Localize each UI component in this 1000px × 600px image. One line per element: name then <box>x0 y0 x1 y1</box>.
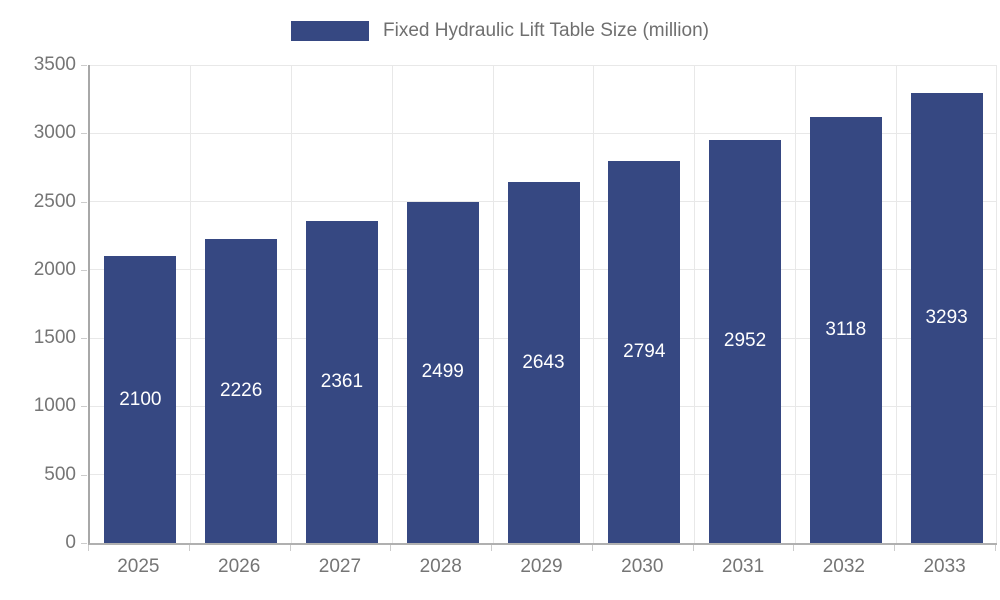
y-axis-tick-label: 2500 <box>33 190 76 212</box>
y-axis-tick-label: 1000 <box>33 395 76 417</box>
x-axis-tick <box>692 545 694 551</box>
x-axis-tick <box>995 545 996 551</box>
x-axis-tick-label: 2031 <box>721 556 765 577</box>
x-axis-tick <box>491 545 493 551</box>
y-axis-tick <box>81 65 87 66</box>
y-axis-tick-label: 3500 <box>33 54 76 75</box>
x-axis-tick-label: 2027 <box>318 556 362 577</box>
y-axis-tick <box>81 338 87 340</box>
bar-value-label: 3293 <box>925 307 968 329</box>
bar[interactable]: 2643 <box>507 182 580 543</box>
y-axis-tick-label: 1500 <box>33 327 76 349</box>
x-axis-tick <box>390 545 392 551</box>
gridline-horizontal <box>90 132 997 134</box>
gridline-vertical <box>492 65 494 543</box>
gridline-vertical <box>391 65 393 543</box>
y-axis-tick-label: 0 <box>65 532 76 553</box>
gridline-vertical <box>291 65 293 543</box>
y-axis-tick <box>81 269 87 271</box>
gridline-vertical <box>593 65 595 543</box>
bar-value-label: 3118 <box>825 319 867 341</box>
legend-swatch-icon <box>291 21 370 41</box>
y-axis-tick-label: 3000 <box>33 122 76 144</box>
bar-value-label: 2643 <box>522 351 565 373</box>
x-axis-tick <box>894 545 896 551</box>
bar[interactable]: 3118 <box>809 117 882 543</box>
gridline-vertical <box>996 65 997 543</box>
x-axis-tick <box>289 545 291 551</box>
y-axis-tick-label: 2000 <box>33 258 76 280</box>
bar-value-label: 2794 <box>623 341 666 363</box>
x-axis-tick <box>88 545 89 551</box>
bar[interactable]: 2499 <box>406 201 479 543</box>
x-axis-tick <box>188 545 190 551</box>
x-axis-tick-label: 2028 <box>419 556 462 577</box>
x-axis-tick <box>591 545 593 551</box>
bar-value-label: 2952 <box>723 330 767 352</box>
legend-label: Fixed Hydraulic Lift Table Size (million… <box>383 20 709 41</box>
gridline-vertical <box>895 65 897 543</box>
x-axis-tick-label: 2025 <box>117 556 160 577</box>
x-axis-tick <box>793 545 795 551</box>
bar[interactable]: 3293 <box>910 93 983 543</box>
gridline-vertical <box>694 65 696 543</box>
bar[interactable]: 2226 <box>205 238 278 543</box>
x-axis-tick-label: 2029 <box>520 556 563 577</box>
bar-value-label: 2226 <box>220 379 263 401</box>
x-axis-tick-label: 2026 <box>218 556 261 577</box>
gridline-vertical <box>190 65 192 543</box>
bar[interactable]: 2361 <box>305 220 378 543</box>
y-axis-tick <box>81 406 87 408</box>
bar[interactable]: 2794 <box>608 161 681 543</box>
bar-value-label: 2361 <box>320 370 364 392</box>
legend[interactable]: Fixed Hydraulic Lift Table Size (million… <box>0 20 1000 42</box>
y-axis-tick <box>81 543 87 544</box>
bar[interactable]: 2952 <box>709 139 782 543</box>
bar-value-label: 2100 <box>119 388 162 410</box>
x-axis-tick-label: 2030 <box>621 556 664 577</box>
x-axis-tick-label: 2033 <box>923 556 966 577</box>
y-axis-tick <box>81 133 87 135</box>
plot-area: 2100 2226 2361 2499 2643 2794 2952 3118 3293 <box>88 64 997 545</box>
y-axis-tick <box>81 201 87 203</box>
gridline-horizontal <box>90 64 997 66</box>
gridline-vertical <box>794 65 796 543</box>
x-axis-tick-label: 2032 <box>822 556 865 577</box>
y-axis-tick-label: 500 <box>44 463 76 485</box>
y-axis-tick <box>81 474 87 476</box>
bar[interactable]: 2100 <box>104 256 177 543</box>
bar-value-label: 2499 <box>421 361 464 383</box>
